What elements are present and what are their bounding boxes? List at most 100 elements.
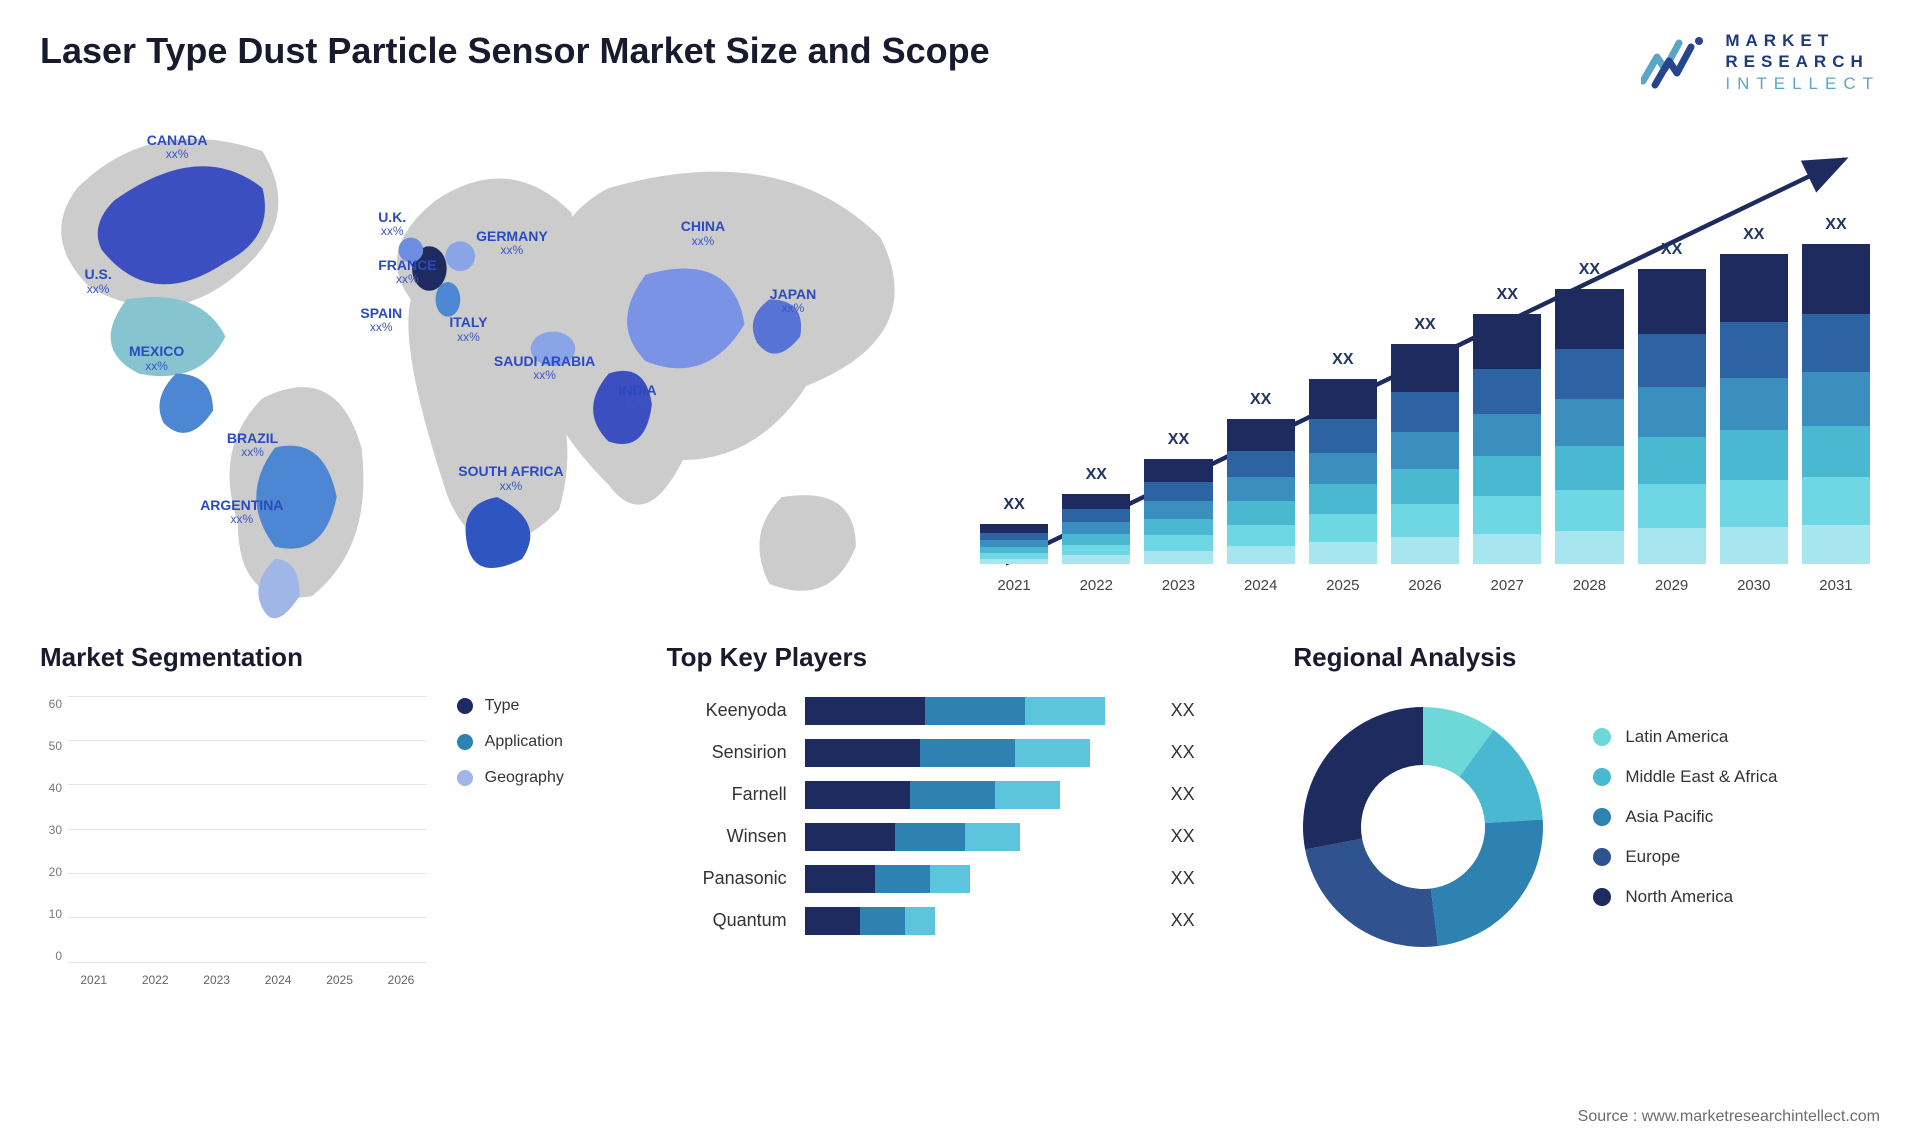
players-panel: Top Key Players KeenyodaXXSensirionXXFar… xyxy=(667,642,1254,1022)
player-row: Keenyoda XX xyxy=(667,697,1254,725)
forecast-bar: XX xyxy=(1473,314,1541,564)
country-label: U.S.xx% xyxy=(85,267,112,296)
country-label: SOUTH AFRICAxx% xyxy=(458,464,563,493)
forecast-bar-label: XX xyxy=(1227,391,1295,409)
player-name: Panasonic xyxy=(667,868,787,889)
forecast-bar: XX xyxy=(1720,254,1788,564)
legend-swatch xyxy=(1593,888,1611,906)
forecast-bar: XX xyxy=(1638,269,1706,564)
segmentation-y-axis: 0102030405060 xyxy=(34,697,62,963)
legend-item: North America xyxy=(1593,887,1777,907)
logo: MARKET RESEARCH INTELLECT xyxy=(1641,30,1880,94)
country-label: JAPANxx% xyxy=(770,287,816,316)
country-label: CANADAxx% xyxy=(147,133,208,162)
page-title: Laser Type Dust Particle Sensor Market S… xyxy=(40,30,990,72)
player-value: XX xyxy=(1171,826,1195,847)
forecast-bar-label: XX xyxy=(1638,241,1706,259)
legend-item: Middle East & Africa xyxy=(1593,767,1777,787)
legend-item: Type xyxy=(457,697,627,715)
player-bar xyxy=(805,781,1145,809)
legend-swatch xyxy=(457,734,473,750)
player-name: Keenyoda xyxy=(667,700,787,721)
forecast-bar: XX xyxy=(1802,244,1870,564)
forecast-bar-label: XX xyxy=(980,496,1048,514)
world-map-panel: CANADAxx% U.S.xx% MEXICOxx% BRAZILxx% ARGENT… xyxy=(40,114,930,594)
player-bar xyxy=(805,697,1145,725)
player-name: Farnell xyxy=(667,784,787,805)
country-label: GERMANYxx% xyxy=(476,229,548,258)
regional-title: Regional Analysis xyxy=(1293,642,1880,673)
forecast-bar: XX xyxy=(1555,289,1623,564)
player-value: XX xyxy=(1171,742,1195,763)
country-label: INDIAxx% xyxy=(619,383,657,412)
forecast-bar: XX xyxy=(1309,379,1377,564)
country-label: FRANCExx% xyxy=(378,258,436,287)
country-label: CHINAxx% xyxy=(681,219,725,248)
regional-panel: Regional Analysis Latin America Middle Ea… xyxy=(1293,642,1880,1022)
legend-item: Latin America xyxy=(1593,727,1777,747)
forecast-bar-label: XX xyxy=(1309,351,1377,369)
segmentation-bar-chart: 0102030405060 202120222023202420252026 xyxy=(40,697,427,987)
player-bar xyxy=(805,739,1145,767)
country-label: BRAZILxx% xyxy=(227,431,278,460)
player-row: Panasonic XX xyxy=(667,865,1254,893)
player-value: XX xyxy=(1171,700,1195,721)
player-bar xyxy=(805,865,1145,893)
legend-swatch xyxy=(1593,728,1611,746)
legend-item: Europe xyxy=(1593,847,1777,867)
player-row: Winsen XX xyxy=(667,823,1254,851)
logo-text: MARKET RESEARCH INTELLECT xyxy=(1725,30,1880,94)
forecast-bar-label: XX xyxy=(1391,316,1459,334)
legend-swatch xyxy=(457,698,473,714)
forecast-bar: XX xyxy=(1227,419,1295,564)
legend-item: Geography xyxy=(457,769,627,787)
country-label: ARGENTINAxx% xyxy=(200,498,283,527)
country-label: ITALYxx% xyxy=(449,315,487,344)
forecast-x-axis: 2021202220232024202520262027202820292030… xyxy=(980,577,1870,594)
legend-swatch xyxy=(1593,808,1611,826)
forecast-bar-label: XX xyxy=(1062,466,1130,484)
country-label: SAUDI ARABIAxx% xyxy=(494,354,595,383)
legend-swatch xyxy=(1593,768,1611,786)
player-row: Quantum XX xyxy=(667,907,1254,935)
player-name: Quantum xyxy=(667,910,787,931)
bottom-row: Market Segmentation 0102030405060 202120… xyxy=(40,642,1880,1022)
legend-swatch xyxy=(457,770,473,786)
forecast-bar-label: XX xyxy=(1802,216,1870,234)
player-row: Farnell XX xyxy=(667,781,1254,809)
forecast-bar-chart: XXXXXXXXXXXXXXXXXXXXXX 20212022202320242… xyxy=(980,144,1870,594)
legend-swatch xyxy=(1593,848,1611,866)
segmentation-bars xyxy=(68,697,427,963)
segmentation-x-axis: 202120222023202420252026 xyxy=(68,973,427,987)
map-illustration xyxy=(40,114,930,633)
top-row: CANADAxx% U.S.xx% MEXICOxx% BRAZILxx% ARGENT… xyxy=(40,114,1880,594)
player-value: XX xyxy=(1171,910,1195,931)
player-bar xyxy=(805,823,1145,851)
forecast-panel: XXXXXXXXXXXXXXXXXXXXXX 20212022202320242… xyxy=(970,114,1880,594)
forecast-bar: XX xyxy=(1062,494,1130,564)
forecast-bar-label: XX xyxy=(1555,261,1623,279)
forecast-bar-label: XX xyxy=(1473,286,1541,304)
regional-donut-chart xyxy=(1293,697,1553,957)
player-value: XX xyxy=(1171,868,1195,889)
country-label: MEXICOxx% xyxy=(129,344,184,373)
player-row: SensirionXX xyxy=(667,739,1254,767)
segmentation-title: Market Segmentation xyxy=(40,642,627,673)
segmentation-legend: TypeApplicationGeography xyxy=(457,697,627,805)
players-chart: KeenyodaXXSensirionXXFarnellXXWinsenXXPa… xyxy=(667,697,1254,935)
country-label: SPAINxx% xyxy=(360,306,402,335)
player-bar xyxy=(805,907,1145,935)
forecast-bar: XX xyxy=(1144,459,1212,564)
player-name: Winsen xyxy=(667,826,787,847)
players-title: Top Key Players xyxy=(667,642,1254,673)
forecast-bar-label: XX xyxy=(1144,431,1212,449)
segmentation-panel: Market Segmentation 0102030405060 202120… xyxy=(40,642,627,1022)
regional-legend: Latin AmericaMiddle East & AfricaAsia Pa… xyxy=(1593,727,1777,927)
country-label: U.K.xx% xyxy=(378,210,406,239)
player-value: XX xyxy=(1171,784,1195,805)
world-map: CANADAxx% U.S.xx% MEXICOxx% BRAZILxx% ARGENT… xyxy=(40,114,930,594)
forecast-bars: XXXXXXXXXXXXXXXXXXXXXX xyxy=(980,244,1870,564)
logo-icon xyxy=(1641,33,1715,91)
forecast-bar: XX xyxy=(980,524,1048,564)
forecast-bar: XX xyxy=(1391,344,1459,564)
